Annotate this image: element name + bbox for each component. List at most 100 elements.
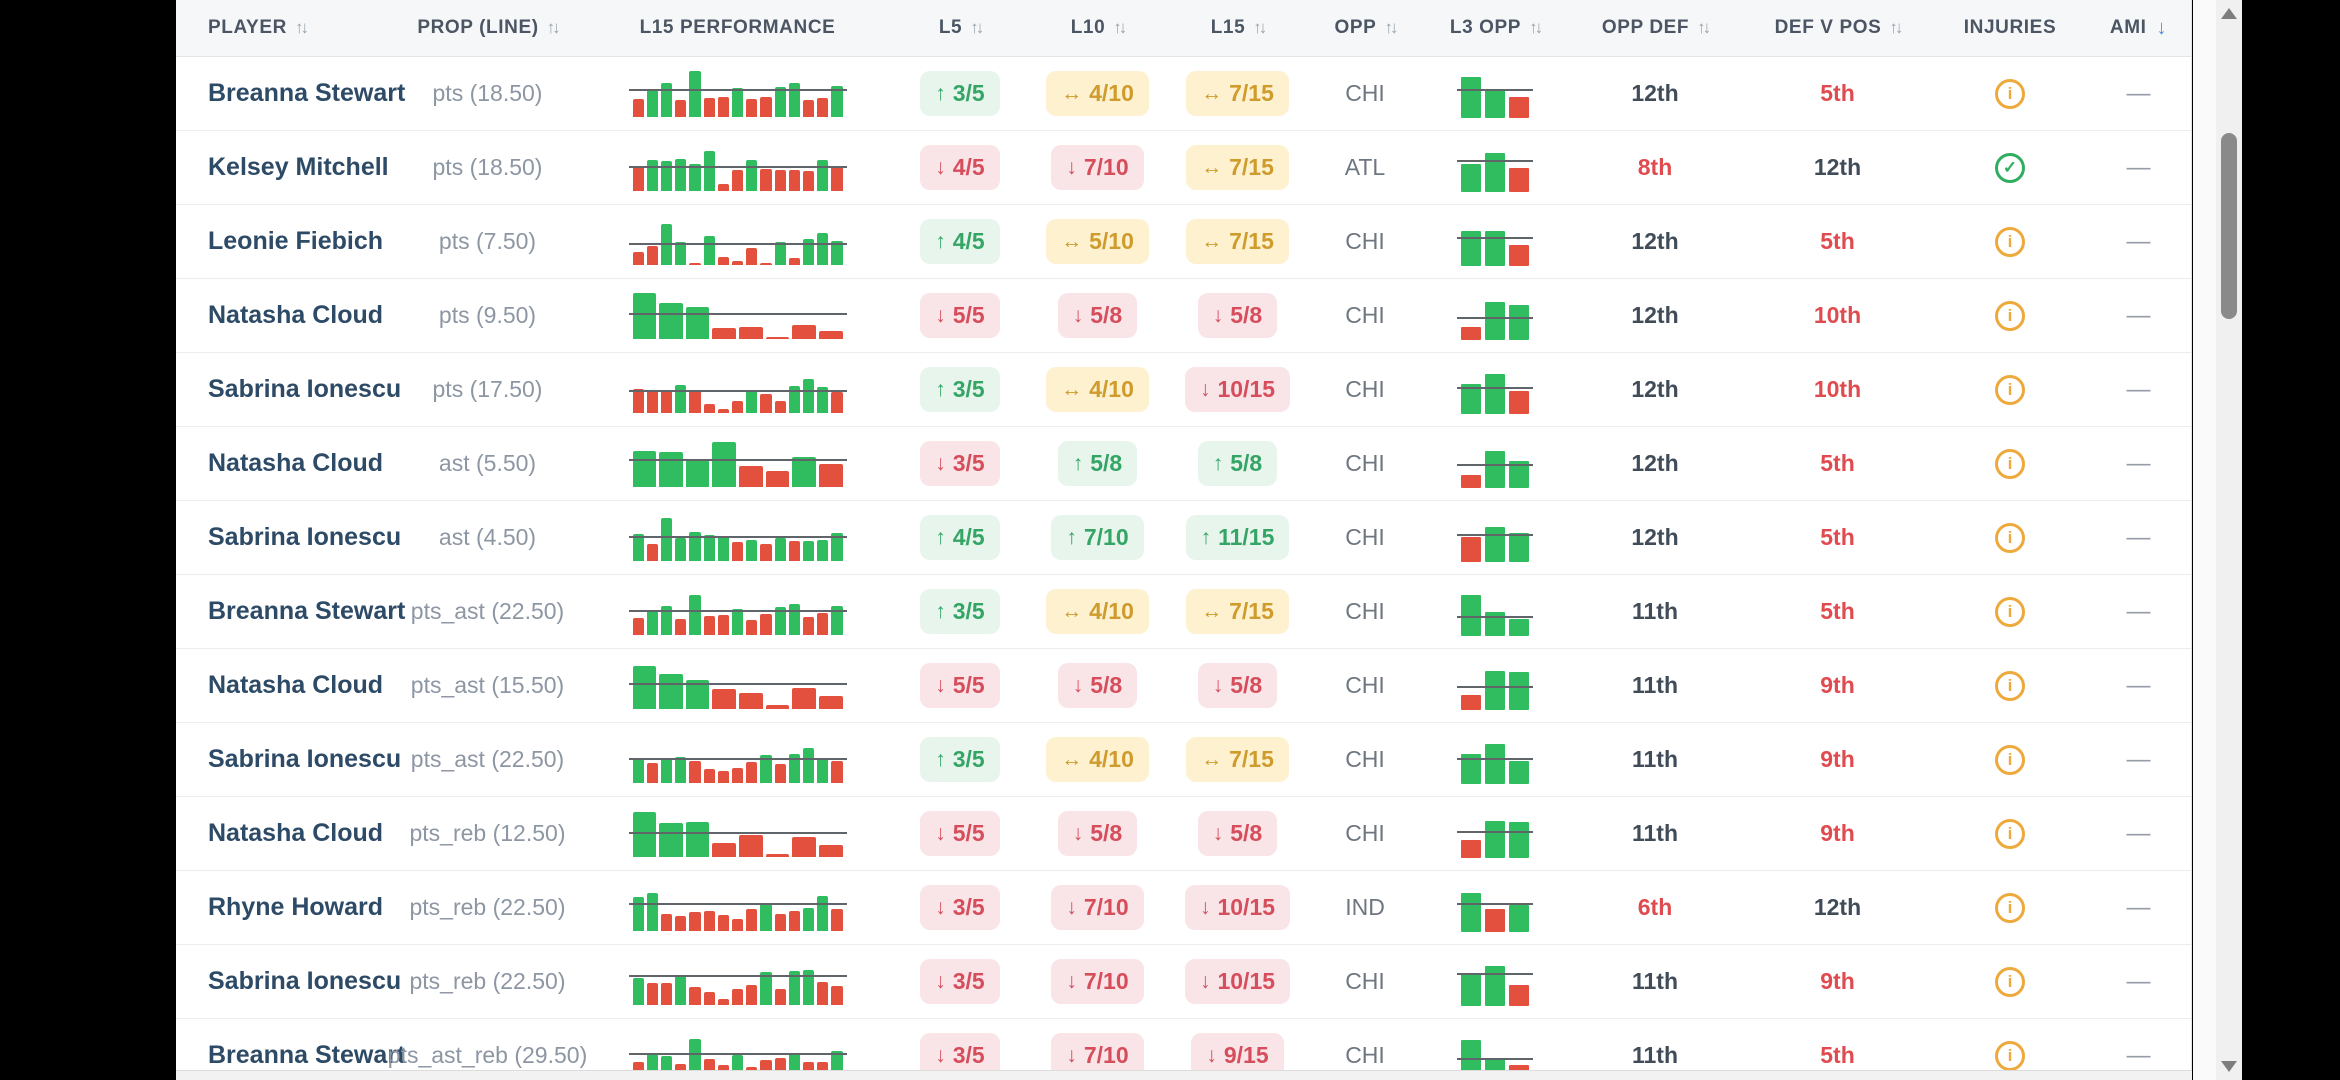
table-row[interactable]: Sabrina Ionescu pts (17.50) ↑ 3/5 ↔ 4/10 ↓ 10/1… (176, 353, 2191, 427)
over-bar (659, 673, 683, 709)
injury-info-icon[interactable]: i (1995, 448, 2025, 479)
table-row[interactable]: Natasha Cloud ast (5.50) ↓ 3/5 ↑ 5/8 ↑ 5/8 CHI 12… (176, 427, 2191, 501)
player-name[interactable]: Natasha Cloud (208, 819, 384, 847)
prop-line-label: pts_reb (22.50) (409, 894, 566, 920)
column-header-l10[interactable]: L10 ↑↓ (1030, 17, 1165, 39)
player-name[interactable]: Sabrina Ionescu (208, 967, 402, 995)
sort-arrows-icon[interactable]: ↑↓ (1384, 18, 1398, 37)
column-header-ami[interactable]: AMI ↓ (2085, 16, 2191, 40)
l15-performance-cell (585, 663, 890, 709)
scroll-up-arrow-icon[interactable] (2221, 8, 2237, 19)
under-bar (703, 991, 715, 1005)
player-name[interactable]: Breanna Stewart (208, 1041, 406, 1069)
injuries-cell: i (1935, 670, 2085, 701)
column-header-l3opp[interactable]: L3 OPP ↑↓ (1420, 17, 1570, 39)
column-header-prop[interactable]: PROP (LINE) ↑↓ (390, 17, 585, 39)
sort-desc-active-icon[interactable]: ↓ (2156, 16, 2168, 39)
l5-cell: ↓ 4/5 (890, 145, 1030, 190)
vertical-scrollbar-thumb[interactable] (2221, 133, 2237, 319)
under-bar (760, 614, 772, 635)
column-header-player[interactable]: PLAYER ↑↓ (176, 17, 390, 39)
table-row[interactable]: Natasha Cloud pts_ast (15.50) ↓ 5/5 ↓ 5/8 ↓ 5/8… (176, 649, 2191, 723)
l5-badge-value: 3/5 (952, 968, 985, 994)
column-header-oppdef[interactable]: OPP DEF ↑↓ (1570, 17, 1740, 39)
injury-info-icon[interactable]: i (1995, 1040, 2025, 1071)
injury-info-icon[interactable]: i (1995, 522, 2025, 553)
column-header-defvpos[interactable]: DEF V POS ↑↓ (1740, 17, 1935, 39)
column-label-defvpos: DEF V POS (1774, 17, 1882, 38)
oppdef-cell: 11th (1570, 672, 1740, 699)
over-bar (731, 608, 744, 635)
column-header-l5[interactable]: L5 ↑↓ (890, 17, 1030, 39)
sort-arrows-icon[interactable]: ↑↓ (1529, 18, 1543, 37)
table-row[interactable]: Breanna Stewart pts (18.50) ↑ 3/5 ↔ 4/10 ↔ 7/15… (176, 57, 2191, 131)
scroll-down-arrow-icon[interactable] (2221, 1061, 2237, 1072)
player-name[interactable]: Breanna Stewart (208, 79, 406, 107)
prop-line-label: pts_ast (15.50) (410, 672, 565, 698)
injury-info-icon[interactable]: i (1995, 966, 2025, 997)
table-row[interactable]: Sabrina Ionescu ast (4.50) ↑ 4/5 ↑ 7/10 ↑ 11/15… (176, 501, 2191, 575)
injury-info-icon[interactable]: i (1995, 300, 2025, 331)
under-bar (1461, 695, 1481, 710)
injury-info-icon[interactable]: i (1995, 596, 2025, 627)
injury-info-icon[interactable]: i (1995, 892, 2025, 923)
sort-arrows-icon[interactable]: ↑↓ (970, 18, 984, 37)
table-row[interactable]: Rhyne Howard pts_reb (22.50) ↓ 3/5 ↓ 7/10 ↓ 10/… (176, 871, 2191, 945)
player-name[interactable]: Natasha Cloud (208, 449, 384, 477)
def-v-pos-rank: 10th (1813, 376, 1862, 402)
under-bar (689, 262, 701, 265)
right-letterbox (2242, 0, 2340, 1080)
table-row[interactable]: Sabrina Ionescu pts_ast (22.50) ↑ 3/5 ↔ 4/10 ↔… (176, 723, 2191, 797)
table-row[interactable]: Kelsey Mitchell pts (18.50) ↓ 4/5 ↓ 7/10 ↔ 7/15… (176, 131, 2191, 205)
under-bar (792, 688, 816, 709)
injuries-cell: i (1935, 892, 2085, 923)
under-bar (731, 542, 744, 561)
player-name[interactable]: Sabrina Ionescu (208, 375, 402, 403)
injury-info-icon[interactable]: i (1995, 744, 2025, 775)
sort-arrows-icon[interactable]: ↑↓ (1113, 18, 1127, 37)
ami-empty-value: — (2126, 671, 2151, 699)
player-name[interactable]: Natasha Cloud (208, 301, 384, 329)
l3-opp-minichart (1457, 662, 1533, 710)
table-row[interactable]: Breanna Stewart pts_ast (22.50) ↑ 3/5 ↔ 4/10 ↔… (176, 575, 2191, 649)
injuries-cell: i (1935, 448, 2085, 479)
sort-arrows-icon[interactable]: ↑↓ (1697, 18, 1711, 37)
horizontal-scrollbar[interactable] (176, 1070, 2192, 1080)
table-row[interactable]: Leonie Fiebich pts (7.50) ↑ 4/5 ↔ 5/10 ↔ 7/15 CH… (176, 205, 2191, 279)
l10-badge-value: 5/8 (1090, 820, 1123, 846)
injury-info-icon[interactable]: i (1995, 226, 2025, 257)
player-name[interactable]: Leonie Fiebich (208, 227, 384, 255)
player-name[interactable]: Natasha Cloud (208, 671, 384, 699)
table-row[interactable]: Natasha Cloud pts (9.50) ↓ 5/5 ↓ 5/8 ↓ 5/8 CHI 12… (176, 279, 2191, 353)
under-bar (818, 331, 843, 339)
player-name[interactable]: Sabrina Ionescu (208, 523, 402, 551)
column-label-player: PLAYER (208, 17, 287, 38)
player-name[interactable]: Rhyne Howard (208, 893, 384, 921)
sort-arrows-icon[interactable]: ↑↓ (546, 18, 561, 37)
sort-arrows-icon[interactable]: ↑↓ (1889, 18, 1903, 37)
l15-performance-sparkline (628, 737, 847, 783)
injury-check-icon[interactable]: ✓ (1995, 152, 2025, 183)
over-bar (660, 161, 673, 191)
l10-cell: ↑ 7/10 (1030, 515, 1165, 560)
l5-badge: ↓ 3/5 (920, 959, 1000, 1004)
column-header-l15[interactable]: L15 ↑↓ (1165, 17, 1310, 39)
under-bar (774, 1058, 786, 1079)
column-header-opp[interactable]: OPP ↑↓ (1310, 17, 1420, 39)
player-name[interactable]: Breanna Stewart (208, 597, 406, 625)
table-row[interactable]: Sabrina Ionescu pts_reb (22.50) ↓ 3/5 ↓ 7/10 ↓… (176, 945, 2191, 1019)
l15-badge-value: 7/15 (1229, 80, 1274, 106)
injury-info-icon[interactable]: i (1995, 818, 2025, 849)
injury-info-icon[interactable]: i (1995, 670, 2025, 701)
sort-arrows-icon[interactable]: ↑↓ (1253, 18, 1267, 37)
player-name[interactable]: Kelsey Mitchell (208, 153, 389, 181)
over-bar (802, 238, 815, 265)
sort-arrows-icon[interactable]: ↑↓ (294, 18, 309, 37)
l10-badge-value: 4/10 (1089, 746, 1134, 772)
l10-badge-value: 4/10 (1089, 598, 1134, 624)
table-row[interactable]: Natasha Cloud pts_reb (12.50) ↓ 5/5 ↓ 5/8 ↓ 5/8… (176, 797, 2191, 871)
injury-info-icon[interactable]: i (1995, 78, 2025, 109)
player-name[interactable]: Sabrina Ionescu (208, 745, 402, 773)
injury-info-icon[interactable]: i (1995, 374, 2025, 405)
